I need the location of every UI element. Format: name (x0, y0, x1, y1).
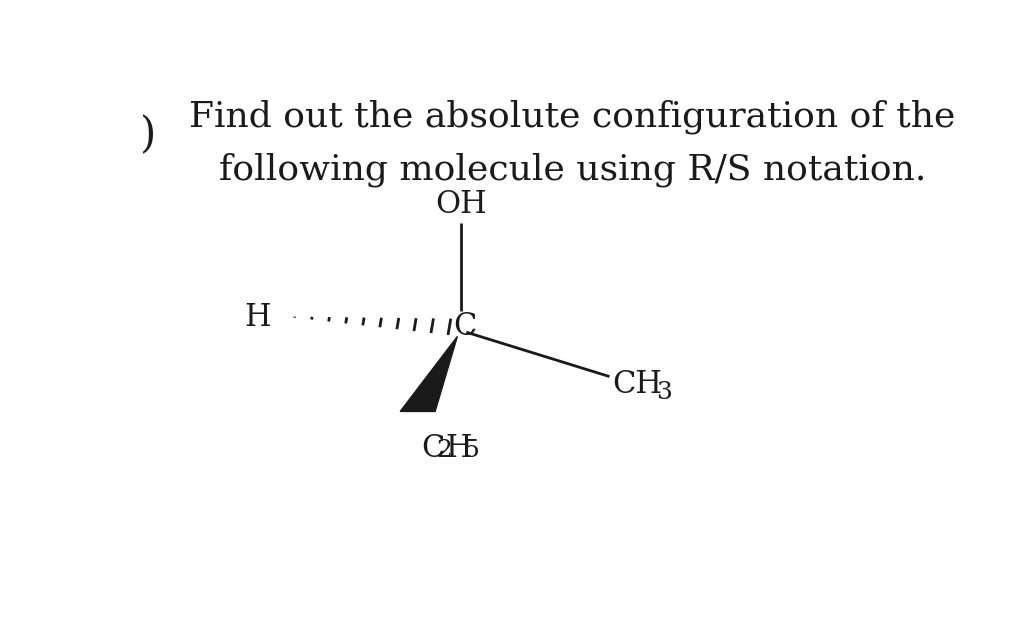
Polygon shape (400, 337, 458, 411)
Text: H: H (445, 433, 472, 464)
Text: H: H (245, 301, 270, 333)
Text: OH: OH (435, 190, 487, 220)
Text: C: C (454, 311, 477, 342)
Text: 3: 3 (655, 381, 672, 404)
Text: C: C (422, 433, 445, 464)
Text: Find out the absolute configuration of the: Find out the absolute configuration of t… (189, 99, 955, 134)
Text: ): ) (139, 114, 156, 156)
Text: 2: 2 (436, 439, 452, 462)
Text: CH: CH (612, 369, 662, 400)
Text: following molecule using R/S notation.: following molecule using R/S notation. (219, 153, 926, 187)
Text: 5: 5 (464, 439, 479, 462)
